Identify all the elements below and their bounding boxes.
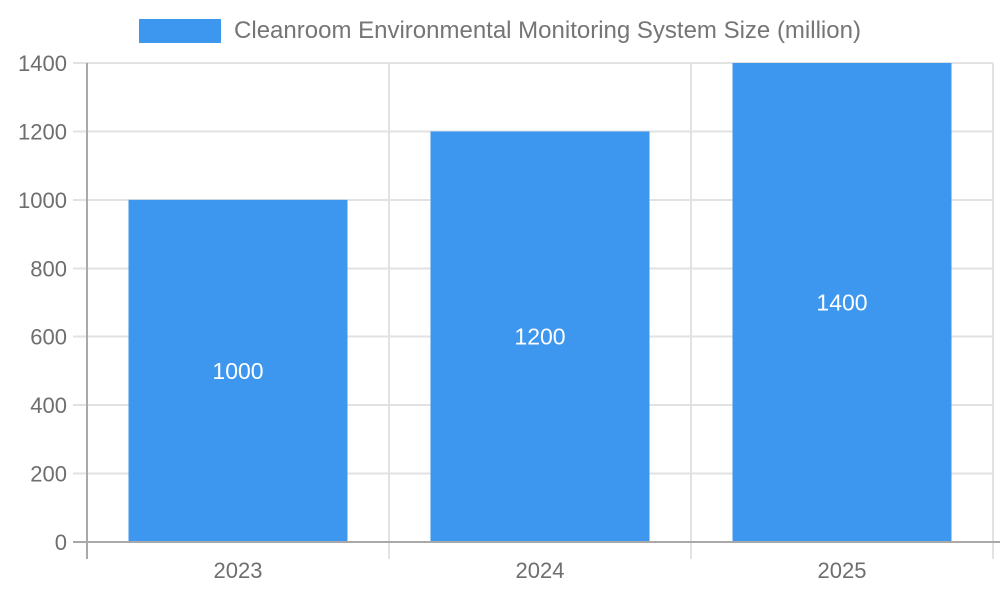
y-tick-label: 0 xyxy=(55,530,67,555)
legend[interactable]: Cleanroom Environmental Monitoring Syste… xyxy=(0,19,1000,43)
y-tick-label: 800 xyxy=(30,256,67,281)
y-tick-label: 400 xyxy=(30,393,67,418)
x-tick-label: 2023 xyxy=(214,558,263,583)
bar-value-label: 1000 xyxy=(212,358,263,384)
bar-value-label: 1200 xyxy=(514,324,565,350)
y-tick-label: 1000 xyxy=(18,188,67,213)
legend-swatch xyxy=(139,19,222,43)
bar-2023[interactable] xyxy=(128,199,348,542)
y-tick-label: 1400 xyxy=(18,51,67,76)
legend-label: Cleanroom Environmental Monitoring Syste… xyxy=(234,17,861,44)
bar-value-label: 1400 xyxy=(816,290,867,316)
y-tick-label: 1200 xyxy=(18,119,67,144)
y-tick-label: 600 xyxy=(30,325,67,350)
x-tick-label: 2024 xyxy=(516,558,565,583)
x-tick-label: 2025 xyxy=(818,558,867,583)
y-tick-label: 200 xyxy=(30,462,67,487)
bar-2025[interactable] xyxy=(732,63,952,542)
bar-2024[interactable] xyxy=(430,131,650,542)
